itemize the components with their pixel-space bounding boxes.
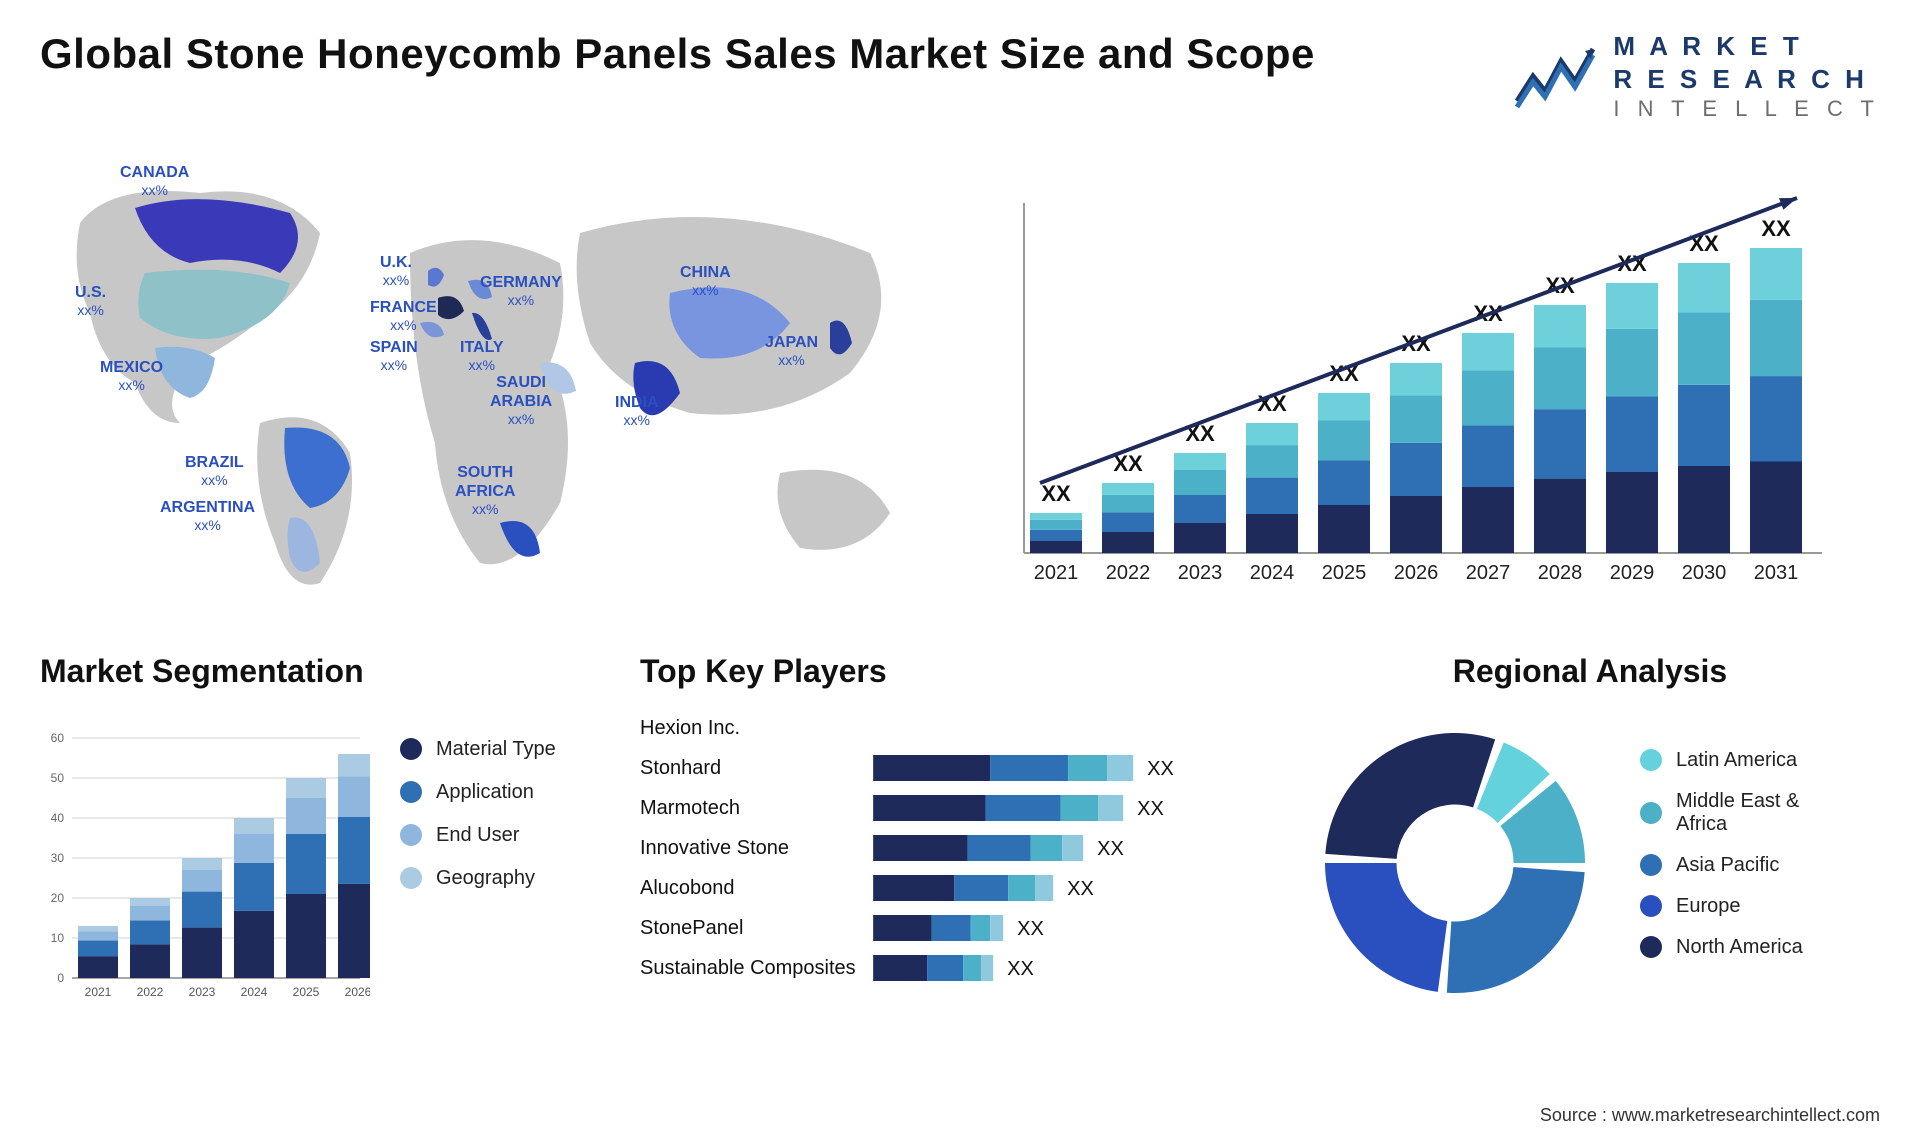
- growth-chart: XX2021XX2022XX2023XX2024XX2025XX2026XX20…: [980, 163, 1880, 603]
- svg-text:2026: 2026: [345, 985, 370, 999]
- svg-text:XX: XX: [1097, 838, 1124, 860]
- page-title: Global Stone Honeycomb Panels Sales Mark…: [40, 30, 1315, 78]
- svg-text:XX: XX: [1041, 481, 1071, 506]
- map-label: CHINAxx%: [680, 263, 731, 299]
- segmentation-chart: 0 10 20 30 40 50 60 2021 2022 2023 2024 2025 2026: [40, 708, 370, 1008]
- segmentation-title: Market Segmentation: [40, 653, 600, 690]
- map-label: JAPANxx%: [765, 333, 818, 369]
- map-label: BRAZILxx%: [185, 453, 244, 489]
- svg-text:2024: 2024: [1250, 562, 1295, 584]
- svg-text:2023: 2023: [189, 985, 216, 999]
- svg-text:2025: 2025: [1322, 562, 1367, 584]
- brand-line2: R E S E A R C H: [1613, 63, 1880, 96]
- svg-text:2031: 2031: [1754, 562, 1799, 584]
- players-title: Top Key Players: [640, 653, 1260, 690]
- svg-text:XX: XX: [1007, 958, 1034, 980]
- svg-text:10: 10: [51, 931, 65, 945]
- regional-legend-item: Asia Pacific: [1640, 854, 1880, 877]
- segmentation-legend-item: Material Type: [400, 738, 600, 761]
- svg-text:XX: XX: [1147, 758, 1174, 780]
- player-label: StonePanel: [640, 908, 856, 948]
- svg-text:60: 60: [51, 731, 65, 745]
- player-label: Stonhard: [640, 748, 856, 788]
- segmentation-legend: Material Type Application End User Geograph…: [400, 708, 600, 1008]
- map-label: CANADAxx%: [120, 163, 189, 199]
- segmentation-legend-item: End User: [400, 824, 600, 847]
- svg-text:2023: 2023: [1178, 562, 1223, 584]
- player-label: Hexion Inc.: [640, 708, 856, 748]
- svg-text:2028: 2028: [1538, 562, 1583, 584]
- map-label: ARGENTINAxx%: [160, 498, 255, 534]
- map-label: INDIAxx%: [615, 393, 659, 429]
- player-label: Sustainable Composites: [640, 948, 856, 988]
- regional-legend: Latin America Middle East &Africa Asia Pac…: [1640, 749, 1880, 977]
- svg-text:XX: XX: [1137, 798, 1164, 820]
- svg-text:40: 40: [51, 811, 65, 825]
- segmentation-legend-item: Application: [400, 781, 600, 804]
- brand-line3: I N T E L L E C T: [1613, 95, 1880, 123]
- brand-logo-block: M A R K E T R E S E A R C H I N T E L L …: [1515, 30, 1880, 123]
- svg-text:2027: 2027: [1466, 562, 1511, 584]
- map-label: SAUDIARABIAxx%: [490, 373, 552, 428]
- player-label: Marmotech: [640, 788, 856, 828]
- map-label: SPAINxx%: [370, 338, 418, 374]
- map-label: MEXICOxx%: [100, 358, 163, 394]
- svg-text:50: 50: [51, 771, 65, 785]
- map-label: ITALYxx%: [460, 338, 504, 374]
- map-label: GERMANYxx%: [480, 273, 562, 309]
- players-bars: XXXXXXXXXXXX: [866, 708, 1260, 993]
- regional-legend-item: Europe: [1640, 895, 1880, 918]
- players-labels: Hexion Inc.StonhardMarmotechInnovative S…: [640, 708, 856, 993]
- player-label: Innovative Stone: [640, 828, 856, 868]
- svg-text:30: 30: [51, 851, 65, 865]
- regional-legend-item: Middle East &Africa: [1640, 790, 1880, 836]
- brand-line1: M A R K E T: [1613, 30, 1880, 63]
- svg-text:2030: 2030: [1682, 562, 1727, 584]
- map-label: SOUTHAFRICAxx%: [455, 463, 515, 518]
- svg-text:2021: 2021: [85, 985, 112, 999]
- source-attribution: Source : www.marketresearchintellect.com: [1540, 1105, 1880, 1126]
- svg-text:2022: 2022: [1106, 562, 1151, 584]
- svg-text:XX: XX: [1067, 878, 1094, 900]
- svg-text:2022: 2022: [137, 985, 164, 999]
- svg-text:2025: 2025: [293, 985, 320, 999]
- svg-text:2024: 2024: [241, 985, 268, 999]
- regional-legend-item: North America: [1640, 936, 1880, 959]
- player-label: Alucobond: [640, 868, 856, 908]
- regional-donut: [1300, 708, 1610, 1018]
- svg-text:XX: XX: [1761, 216, 1791, 241]
- map-label: U.K.xx%: [380, 253, 412, 289]
- svg-text:XX: XX: [1017, 918, 1044, 940]
- map-label: FRANCExx%: [370, 298, 437, 334]
- regional-title: Regional Analysis: [1300, 653, 1880, 690]
- svg-text:20: 20: [51, 891, 65, 905]
- svg-text:2021: 2021: [1034, 562, 1079, 584]
- regional-legend-item: Latin America: [1640, 749, 1880, 772]
- brand-logo-icon: [1515, 41, 1595, 111]
- world-map: CANADAxx% U.S.xx% MEXICOxx% BRAZILxx% ARGENT…: [40, 163, 940, 603]
- svg-text:2029: 2029: [1610, 562, 1655, 584]
- map-label: U.S.xx%: [75, 283, 106, 319]
- segmentation-legend-item: Geography: [400, 867, 600, 890]
- svg-text:0: 0: [57, 971, 64, 985]
- svg-text:2026: 2026: [1394, 562, 1439, 584]
